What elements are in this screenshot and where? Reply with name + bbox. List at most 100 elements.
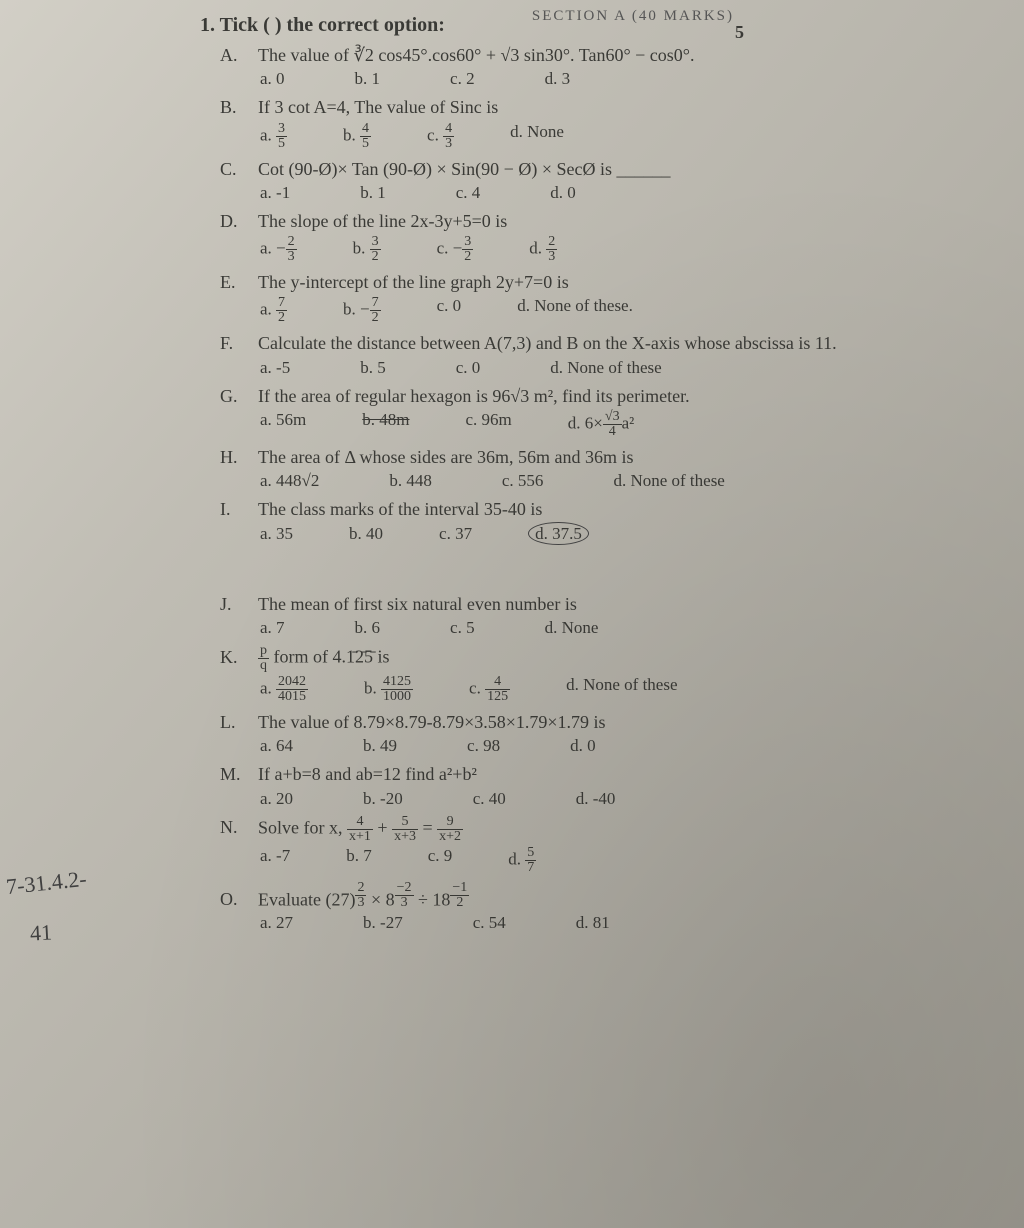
question: E.The y-intercept of the line graph 2y+7… — [220, 270, 994, 325]
option: c. −32 — [437, 235, 474, 264]
option: b. -27 — [363, 913, 403, 933]
option: a. 20424015 — [260, 675, 308, 704]
option: b. 448 — [389, 471, 432, 491]
option: b. -20 — [363, 789, 403, 809]
page-number: 5 — [735, 22, 744, 43]
option-row: a. 35b. 40c. 37d. 37.5 — [220, 524, 994, 544]
question-text: If 3 cot A=4, The value of Sinc is — [258, 95, 498, 119]
question-row: B.If 3 cot A=4, The value of Sinc is — [220, 95, 994, 119]
question: H. The area of Δ whose sides are 36m, 56m… — [220, 445, 994, 491]
option: a. 35 — [260, 122, 287, 151]
option-row: a. 72b. −72c. 0d. None of these. — [220, 296, 994, 325]
question-letter: O. — [220, 889, 244, 910]
option-row: a. 20 b. -20 c. 40 d. -40 — [220, 789, 994, 809]
question-letter: E. — [220, 272, 244, 293]
question-row: I. The class marks of the interval 35-40 … — [220, 497, 994, 521]
question-text: The area of Δ whose sides are 36m, 56m a… — [258, 445, 634, 469]
option: a. -5 — [260, 358, 290, 378]
option: c. 98 — [467, 736, 500, 756]
question-text: If a+b=8 and ab=12 find a²+b² — [258, 762, 477, 786]
question: B.If 3 cot A=4, The value of Sinc is a. 3… — [220, 95, 994, 150]
option: d. None of these — [550, 358, 661, 378]
option: d. -40 — [576, 789, 616, 809]
question-text: The class marks of the interval 35-40 is — [258, 497, 542, 521]
question-letter: L. — [220, 712, 244, 733]
option: d. 0 — [570, 736, 596, 756]
question-letter: H. — [220, 447, 244, 468]
option: c. 37 — [439, 524, 472, 544]
option: b. 45 — [343, 122, 371, 151]
question: L. The value of 8.79×8.79-8.79×3.58×1.79×… — [220, 710, 994, 756]
question-row: O. Evaluate (27)23 × 8−23 ÷ 18−12 — [220, 881, 994, 912]
question-text: Solve for x, 4x+1 + 5x+3 = 9x+2 — [258, 815, 463, 844]
option: b. 49 — [363, 736, 397, 756]
question-row: H. The area of Δ whose sides are 36m, 56m… — [220, 445, 994, 469]
question-letter: J. — [220, 594, 244, 615]
question: K.pq form of 4.1̄2̄5̄ isa. 20424015 b. 41… — [220, 644, 994, 704]
option: c. 40 — [473, 789, 506, 809]
question-row: F.Calculate the distance between A(7,3) … — [220, 331, 994, 355]
option: c. 43 — [427, 122, 454, 151]
question: F.Calculate the distance between A(7,3) … — [220, 331, 994, 377]
question: M. If a+b=8 and ab=12 find a²+b² a. 20 b. -… — [220, 762, 994, 808]
question-row: E.The y-intercept of the line graph 2y+7… — [220, 270, 994, 294]
option: b. 7 — [346, 846, 372, 875]
option: c. 0 — [437, 296, 462, 325]
option: d. 0 — [550, 183, 576, 203]
option: c. 2 — [450, 69, 475, 89]
question: C.Cot (90-Ø)× Tan (90-Ø) × Sin(90 − Ø) ×… — [220, 157, 994, 203]
option: d. None of these — [613, 471, 724, 491]
option: a. 20 — [260, 789, 293, 809]
option: d. None of these — [566, 675, 677, 704]
section-label: SECTION A (40 MARKS) — [532, 8, 734, 25]
question-row: G. If the area of regular hexagon is 96√3… — [220, 384, 994, 408]
option: a. 0 — [260, 69, 285, 89]
option: a. -7 — [260, 846, 290, 875]
option: b. 5 — [360, 358, 386, 378]
option: c. 4125 — [469, 675, 510, 704]
question-text: If the area of regular hexagon is 96√3 m… — [258, 384, 690, 408]
option-row: a. -5 b. 5 c. 0 d. None of these — [220, 358, 994, 378]
question-letter: A. — [220, 45, 244, 66]
option: b. 41251000 — [364, 675, 413, 704]
option: c. 5 — [450, 618, 475, 638]
option-row: a. 7b. 6c. 5d. None — [220, 618, 994, 638]
option: d. 23 — [529, 235, 557, 264]
question: A.The value of ∛2 cos45°.cos60° + √3 sin… — [220, 43, 994, 89]
option: a. 7 — [260, 618, 285, 638]
option: d. 3 — [545, 69, 571, 89]
option-row: a. 64 b. 49 c. 98 d. 0 — [220, 736, 994, 756]
question: O. Evaluate (27)23 × 8−23 ÷ 18−12a. 27 b. … — [220, 881, 994, 934]
question-text: The mean of first six natural even numbe… — [258, 592, 577, 616]
option-row: a. 35 b. 45 c. 43 d. None — [220, 122, 994, 151]
question-row: K.pq form of 4.1̄2̄5̄ is — [220, 644, 994, 673]
question-text: The value of 8.79×8.79-8.79×3.58×1.79×1.… — [258, 710, 606, 734]
exam-page: SECTION A (40 MARKS) 1. Tick ( ) the cor… — [0, 0, 1024, 1228]
option: b. −72 — [343, 296, 381, 325]
option: d. 37.5 — [528, 524, 589, 544]
question-letter: I. — [220, 499, 244, 520]
option: d. None — [545, 618, 599, 638]
option: a. 64 — [260, 736, 293, 756]
question-letter: N. — [220, 817, 244, 838]
question-row: M. If a+b=8 and ab=12 find a²+b² — [220, 762, 994, 786]
option: d. 81 — [576, 913, 610, 933]
option: c. 0 — [456, 358, 481, 378]
option: a. 35 — [260, 524, 293, 544]
option: a. 27 — [260, 913, 293, 933]
option: a. -1 — [260, 183, 290, 203]
question-letter: M. — [220, 764, 244, 785]
question-text: The slope of the line 2x-3y+5=0 is — [258, 209, 507, 233]
question: J. The mean of first six natural even num… — [220, 592, 994, 638]
option: d. None — [510, 122, 564, 151]
question-letter: F. — [220, 333, 244, 354]
question: N. Solve for x, 4x+1 + 5x+3 = 9x+2a. -7 b.… — [220, 815, 994, 875]
option-row: a. 56mb. 48mc. 96md. 6×√34a² — [220, 410, 994, 439]
question-letter: G. — [220, 386, 244, 407]
option: b. 32 — [353, 235, 381, 264]
question: G. If the area of regular hexagon is 96√3… — [220, 384, 994, 439]
option: b. 1 — [355, 69, 381, 89]
question-text: Evaluate (27)23 × 8−23 ÷ 18−12 — [258, 881, 469, 912]
option-row: a. -1b. 1c. 4d. 0 — [220, 183, 994, 203]
question-row: J. The mean of first six natural even num… — [220, 592, 994, 616]
